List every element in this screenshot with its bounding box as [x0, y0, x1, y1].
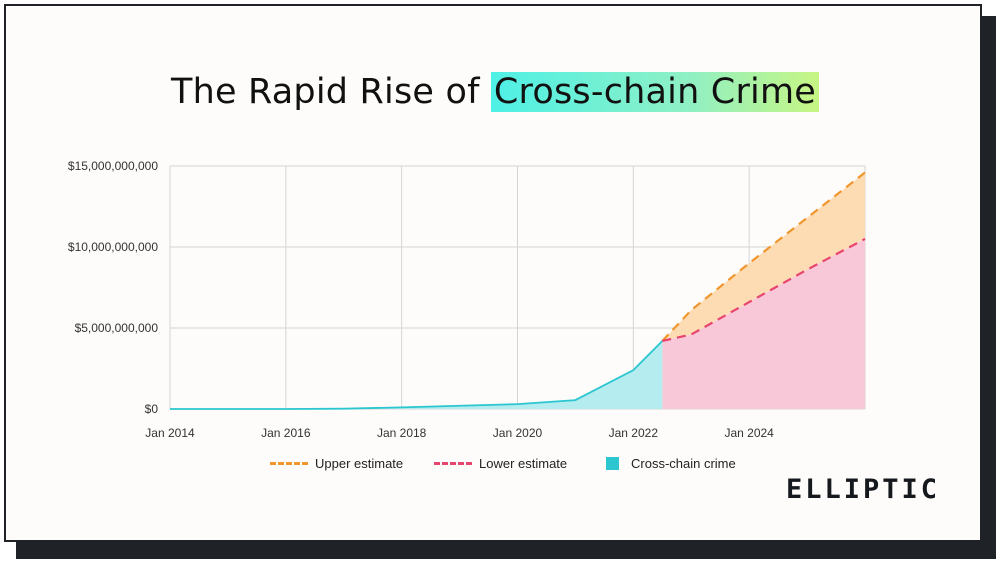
x-tick-label: Jan 2024	[724, 426, 774, 440]
lower-estimate-line	[662, 237, 866, 343]
legend-actual: Cross-chain crime	[606, 456, 736, 471]
cross-chain-crime-swatch	[606, 457, 619, 470]
y-tick-label: $15,000,000,000	[68, 159, 158, 173]
upper-estimate-line	[661, 171, 866, 342]
upper-estimate-band	[662, 172, 865, 341]
legend-upper: Upper estimate	[270, 456, 403, 471]
y-tick-label: $5,000,000,000	[75, 321, 159, 335]
x-tick-label: Jan 2022	[609, 426, 659, 440]
chart-title: The Rapid Rise of Cross-chain Crime	[6, 72, 984, 112]
lower-estimate-area	[662, 238, 865, 409]
title-highlight: Cross-chain Crime	[490, 72, 819, 112]
upper-estimate-swatch	[270, 462, 308, 465]
x-tick-label: Jan 2020	[493, 426, 543, 440]
legend-label-actual: Cross-chain crime	[631, 456, 736, 471]
elliptic-logo: ELLIPTIC	[786, 474, 941, 505]
cross-chain-crime-area	[170, 340, 663, 409]
y-tick-label: $0	[145, 402, 159, 416]
legend-lower: Lower estimate	[434, 456, 567, 471]
legend-label-upper: Upper estimate	[315, 456, 404, 471]
legend-label-lower: Lower estimate	[479, 456, 568, 471]
x-tick-label: Jan 2018	[377, 426, 427, 440]
lower-estimate-swatch	[434, 462, 472, 465]
title-prefix: The Rapid Rise of	[171, 72, 491, 112]
cross-chain-crime-line	[170, 340, 663, 410]
x-tick-label: Jan 2016	[261, 426, 311, 440]
y-tick-label: $10,000,000,000	[68, 240, 158, 254]
x-tick-label: Jan 2014	[145, 426, 195, 440]
